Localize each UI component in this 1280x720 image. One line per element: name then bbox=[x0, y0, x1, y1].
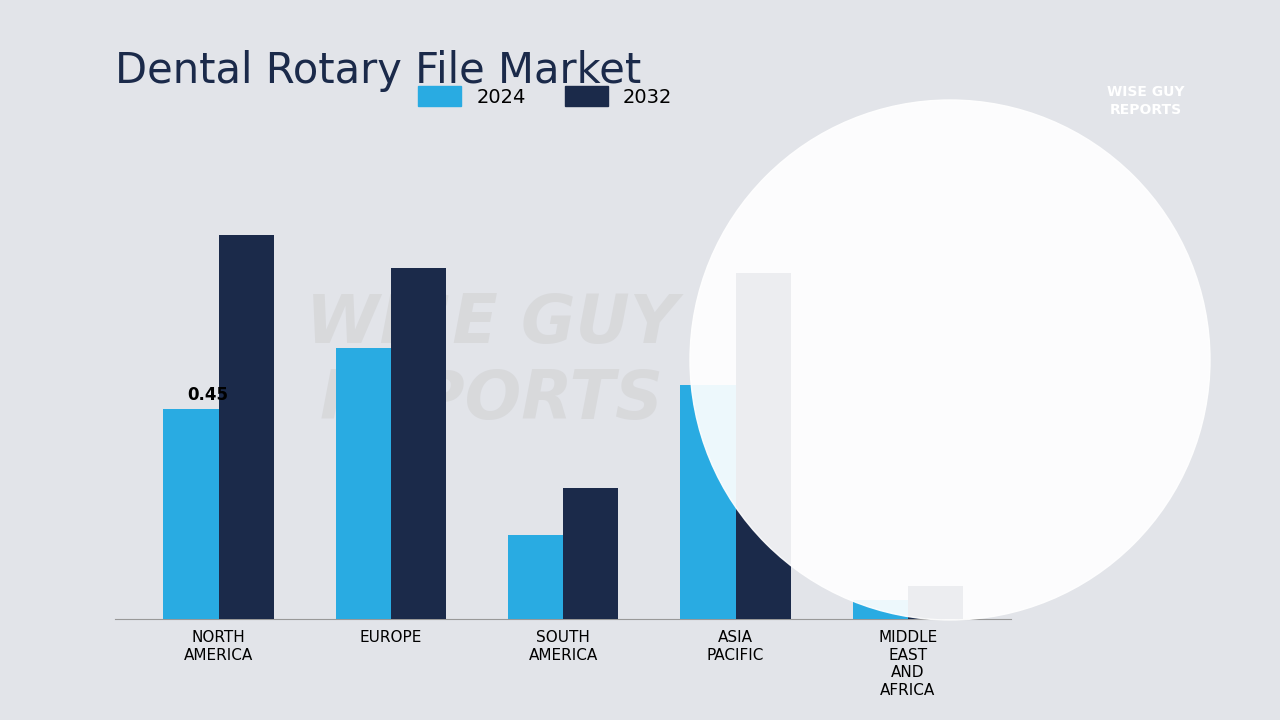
Bar bbox=[852, 600, 908, 619]
Bar bbox=[164, 408, 219, 619]
Bar bbox=[563, 488, 618, 619]
Bar bbox=[681, 385, 736, 619]
Text: WISE GUY
REPORTS: WISE GUY REPORTS bbox=[1107, 84, 1184, 117]
Legend: 2024, 2032: 2024, 2032 bbox=[408, 77, 682, 117]
Bar bbox=[508, 535, 563, 619]
Circle shape bbox=[690, 100, 1210, 620]
Bar bbox=[908, 586, 963, 619]
Bar bbox=[390, 268, 445, 619]
Bar bbox=[219, 235, 274, 619]
Text: Dental Rotary File Market: Dental Rotary File Market bbox=[115, 50, 641, 92]
Bar bbox=[736, 273, 791, 619]
Text: 0.45: 0.45 bbox=[188, 386, 229, 404]
Bar bbox=[335, 348, 390, 619]
Text: WISE GUY
REPORTS: WISE GUY REPORTS bbox=[306, 291, 677, 433]
